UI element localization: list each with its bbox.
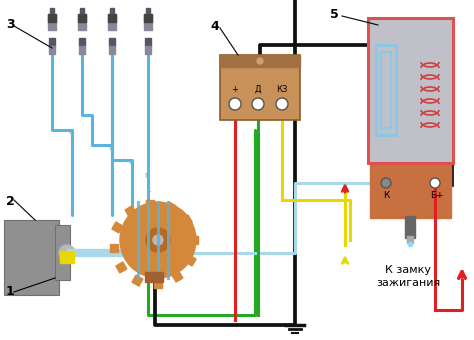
Bar — [79, 46, 85, 54]
Bar — [407, 236, 413, 243]
Circle shape — [120, 202, 196, 278]
Bar — [146, 8, 150, 18]
Bar — [110, 244, 118, 252]
Text: 1: 1 — [6, 285, 15, 298]
Bar — [368, 18, 453, 163]
Bar — [80, 8, 84, 18]
Circle shape — [381, 178, 391, 188]
Bar — [146, 200, 154, 208]
Bar — [109, 46, 115, 54]
Bar — [190, 236, 198, 244]
Text: 4: 4 — [210, 20, 219, 33]
Bar — [49, 46, 55, 54]
Bar — [181, 215, 192, 226]
Circle shape — [229, 98, 241, 110]
Bar — [49, 38, 55, 46]
Bar — [110, 8, 114, 18]
Bar — [154, 280, 162, 288]
Circle shape — [252, 98, 264, 110]
Bar — [4, 220, 59, 295]
Text: 3: 3 — [6, 18, 15, 31]
Circle shape — [257, 58, 263, 64]
Text: К: К — [383, 191, 389, 200]
Bar — [125, 206, 136, 217]
Bar — [55, 225, 70, 280]
Text: К замку
зажигания: К замку зажигания — [376, 265, 440, 288]
Text: Д: Д — [255, 85, 261, 94]
Text: КЗ: КЗ — [276, 85, 288, 94]
Text: 5: 5 — [330, 8, 339, 21]
Bar — [145, 272, 163, 282]
Circle shape — [276, 98, 288, 110]
Bar — [109, 38, 115, 46]
Text: г: г — [68, 128, 72, 136]
Text: 2: 2 — [6, 195, 15, 208]
Bar — [48, 14, 56, 30]
Bar — [376, 45, 396, 135]
Bar — [381, 52, 391, 128]
Text: г: г — [108, 143, 112, 153]
Bar — [172, 271, 183, 282]
Text: г: г — [146, 188, 150, 198]
Bar — [220, 55, 300, 67]
Bar — [370, 163, 451, 218]
Bar — [48, 14, 56, 22]
Text: г: г — [144, 170, 148, 180]
Bar — [165, 202, 176, 213]
Bar — [78, 14, 86, 30]
Bar — [116, 262, 127, 273]
Circle shape — [153, 235, 163, 245]
Bar — [108, 14, 116, 22]
Bar — [112, 222, 123, 233]
Bar — [145, 38, 151, 46]
Bar — [144, 14, 152, 30]
Bar — [78, 14, 86, 22]
Circle shape — [146, 228, 170, 252]
Bar — [405, 216, 415, 238]
Bar — [50, 8, 54, 18]
Bar — [144, 14, 152, 22]
Bar — [132, 275, 143, 286]
Circle shape — [430, 178, 440, 188]
Bar — [145, 46, 151, 54]
Text: Б+: Б+ — [430, 191, 444, 200]
Text: г: г — [128, 157, 132, 167]
Circle shape — [59, 245, 75, 261]
Bar — [220, 55, 300, 120]
Bar — [368, 18, 453, 163]
Bar — [185, 255, 196, 266]
Bar — [108, 14, 116, 30]
Text: +: + — [232, 85, 238, 94]
Bar — [60, 251, 74, 263]
Bar — [79, 38, 85, 46]
